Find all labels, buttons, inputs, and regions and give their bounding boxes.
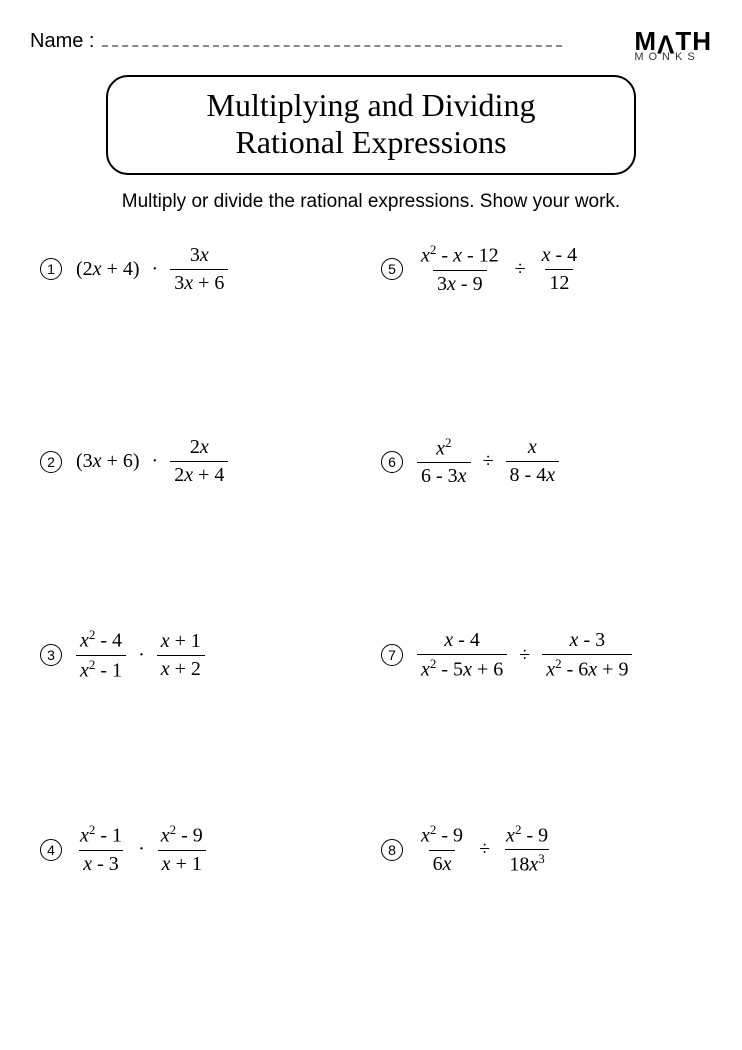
fraction: x2 - 9x + 1: [157, 823, 207, 876]
denominator: 3x + 6: [170, 269, 228, 295]
instructions: Multiply or divide the rational expressi…: [30, 191, 712, 213]
logo: MVTH MONKS: [634, 30, 712, 63]
denominator: x + 1: [158, 850, 206, 876]
numerator: x2 - 9: [502, 823, 552, 850]
denominator: x + 2: [157, 655, 205, 681]
operator: ·: [150, 450, 161, 473]
denominator: 12: [545, 269, 573, 295]
fraction: x8 - 4x: [506, 436, 560, 487]
expression: x2 - x - 123x - 9 ÷ x - 412: [417, 243, 581, 296]
problem-number: 8: [381, 839, 403, 861]
expression: x2 - 96x÷x2 - 918x3: [417, 823, 552, 877]
problem-number: 2: [40, 451, 62, 473]
denominator: x2 - 5x + 6: [417, 654, 507, 682]
fraction: x26 - 3x: [417, 436, 471, 489]
denominator: 6x: [429, 850, 456, 876]
operator: ·: [136, 838, 147, 861]
operator: ÷: [517, 644, 532, 667]
operator: ·: [136, 644, 147, 667]
name-label: Name :: [30, 30, 94, 53]
fraction: x2 - 918x3: [502, 823, 552, 877]
expression: (3x + 6) · 2x2x + 4: [76, 436, 228, 487]
name-input-line[interactable]: [102, 33, 562, 47]
numerator: x: [524, 436, 541, 461]
numerator: x2 - 4: [76, 628, 126, 655]
inline-term: (3x + 6): [76, 450, 140, 473]
logo-v-icon: V: [657, 32, 675, 55]
inline-term: (2x + 4): [76, 258, 140, 281]
fraction: x - 412: [538, 244, 582, 295]
numerator: x2 - x - 12: [417, 243, 503, 270]
title-line2: Rational Expressions: [235, 124, 506, 160]
fraction: x - 4x2 - 5x + 6: [417, 629, 507, 682]
operator: ÷: [481, 450, 496, 473]
numerator: x2 - 1: [76, 823, 126, 850]
denominator: x - 3: [79, 850, 123, 876]
problem-number: 4: [40, 839, 62, 861]
fraction: x - 3x2 - 6x + 9: [542, 629, 632, 682]
operator: ÷: [513, 258, 528, 281]
expression: (2x + 4) · 3x3x + 6: [76, 244, 228, 295]
fraction: x2 - 1x - 3: [76, 823, 126, 876]
expression: x - 4x2 - 5x + 6 ÷ x - 3x2 - 6x + 9: [417, 629, 632, 682]
fraction: x + 1x + 2: [157, 630, 205, 681]
problem-8: 8x2 - 96x÷x2 - 918x3: [381, 823, 702, 877]
problems-grid: 1(2x + 4)·3x3x + 65x2 - x - 123x - 9÷x -…: [30, 243, 712, 877]
expression: x26 - 3x ÷ x8 - 4x: [417, 436, 559, 489]
expression: x2 - 4x2 - 1 · x + 1x + 2: [76, 628, 205, 682]
logo-top: MVTH: [634, 30, 712, 53]
denominator: x2 - 6x + 9: [542, 654, 632, 682]
denominator: 6 - 3x: [417, 462, 471, 488]
fraction: x2 - 96x: [417, 823, 467, 876]
numerator: x2: [432, 436, 455, 463]
denominator: 18x3: [505, 849, 548, 877]
problem-number: 7: [381, 644, 403, 666]
expression: x2 - 1x - 3 · x2 - 9x + 1: [76, 823, 207, 876]
denominator: 3x - 9: [433, 270, 487, 296]
title-line1: Multiplying and Dividing: [207, 87, 536, 123]
numerator: 2x: [186, 436, 213, 461]
problem-number: 6: [381, 451, 403, 473]
operator: ·: [150, 258, 161, 281]
header-row: Name : MVTH MONKS: [30, 30, 712, 63]
fraction: x2 - 4x2 - 1: [76, 628, 126, 682]
problem-number: 1: [40, 258, 62, 280]
operator: ÷: [477, 838, 492, 861]
problem-3: 3 x2 - 4x2 - 1 · x + 1x + 2: [40, 628, 361, 682]
problem-7: 7 x - 4x2 - 5x + 6 ÷ x - 3x2 - 6x + 9: [381, 628, 702, 682]
problem-2: 2 (3x + 6) · 2x2x + 4: [40, 436, 361, 489]
title-text: Multiplying and Dividing Rational Expres…: [126, 87, 616, 161]
problem-5: 5 x2 - x - 123x - 9 ÷ x - 412: [381, 243, 702, 296]
name-field-area: Name :: [30, 30, 562, 53]
numerator: 3x: [186, 244, 213, 269]
numerator: x - 4: [440, 629, 484, 654]
problem-number: 5: [381, 258, 403, 280]
numerator: x - 3: [566, 629, 610, 654]
fraction: 3x3x + 6: [170, 244, 228, 295]
problem-number: 3: [40, 644, 62, 666]
problem-4: 4 x2 - 1x - 3 · x2 - 9x + 1: [40, 823, 361, 877]
title-box: Multiplying and Dividing Rational Expres…: [106, 75, 636, 175]
denominator: 2x + 4: [170, 461, 228, 487]
numerator: x2 - 9: [157, 823, 207, 850]
denominator: x2 - 1: [76, 655, 126, 683]
numerator: x2 - 9: [417, 823, 467, 850]
fraction: x2 - x - 123x - 9: [417, 243, 503, 296]
numerator: x - 4: [538, 244, 582, 269]
fraction: 2x2x + 4: [170, 436, 228, 487]
problem-6: 6 x26 - 3x ÷ x8 - 4x: [381, 436, 702, 489]
denominator: 8 - 4x: [506, 461, 560, 487]
numerator: x + 1: [157, 630, 205, 655]
problem-1: 1 (2x + 4) · 3x3x + 6: [40, 243, 361, 296]
